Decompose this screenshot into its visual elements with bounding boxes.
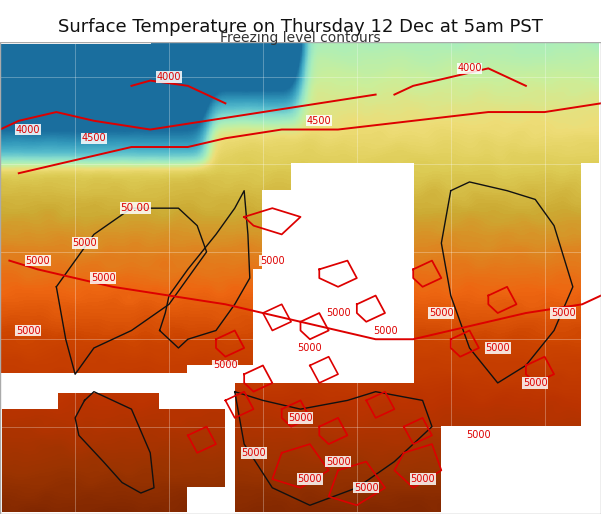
- Text: 5000: 5000: [354, 483, 379, 493]
- Text: 4000: 4000: [157, 72, 182, 82]
- Text: 5000: 5000: [326, 308, 350, 318]
- Text: 5000: 5000: [551, 308, 576, 318]
- Text: 5000: 5000: [523, 378, 548, 388]
- Text: 5000: 5000: [25, 255, 50, 266]
- Text: 4500: 4500: [307, 116, 332, 126]
- Text: 5000: 5000: [410, 474, 435, 484]
- Text: 5000: 5000: [297, 474, 322, 484]
- Text: 5000: 5000: [288, 413, 313, 423]
- Text: 5000: 5000: [326, 456, 350, 467]
- Text: 5000: 5000: [260, 255, 285, 266]
- Text: 5000: 5000: [486, 343, 510, 353]
- Text: 4000: 4000: [16, 124, 40, 135]
- Text: Surface Temperature on Thursday 12 Dec at 5am PST: Surface Temperature on Thursday 12 Dec a…: [58, 18, 543, 36]
- Text: 4500: 4500: [82, 133, 106, 143]
- Text: 5000: 5000: [72, 238, 97, 248]
- Text: Freezing level contours: Freezing level contours: [220, 31, 381, 45]
- Text: 5000: 5000: [16, 325, 40, 336]
- Text: 5000: 5000: [429, 308, 454, 318]
- Text: 5000: 5000: [297, 343, 322, 353]
- Text: 5000: 5000: [241, 448, 266, 458]
- Text: 5000: 5000: [466, 430, 491, 440]
- Text: 5000: 5000: [213, 360, 237, 371]
- Text: 5000: 5000: [373, 325, 397, 336]
- Text: 50.00: 50.00: [120, 203, 150, 213]
- Text: 5000: 5000: [91, 273, 115, 283]
- Text: 4000: 4000: [457, 63, 482, 74]
